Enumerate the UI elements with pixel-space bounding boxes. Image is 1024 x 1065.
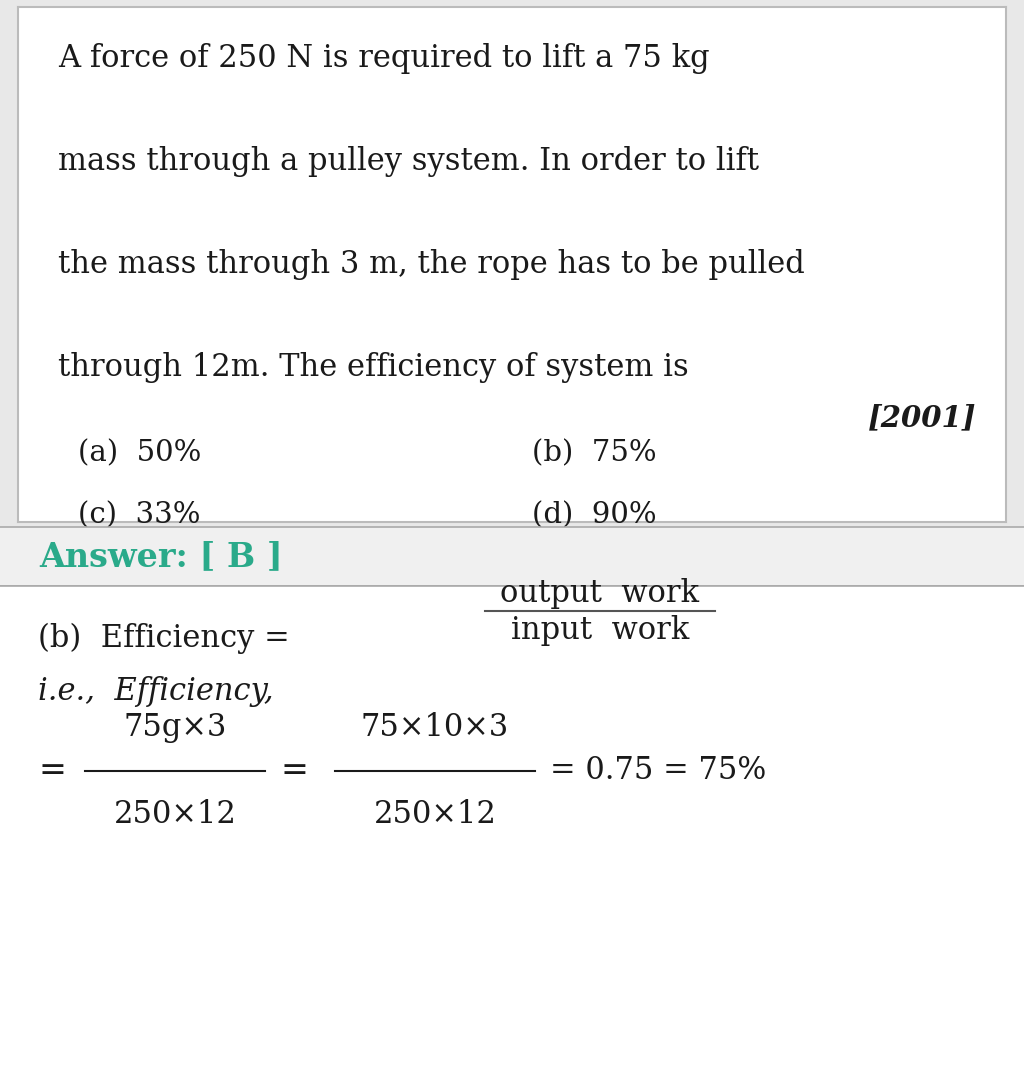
Text: [2001]: [2001] [867, 404, 976, 432]
Text: 75×10×3: 75×10×3 [360, 711, 509, 742]
Text: A force of 250 N is required to lift a 75 kg: A force of 250 N is required to lift a 7… [58, 44, 710, 75]
Text: mass through a pulley system. In order to lift: mass through a pulley system. In order t… [58, 146, 759, 178]
Text: through 12m. The efficiency of system is: through 12m. The efficiency of system is [58, 353, 689, 383]
Text: (b)  75%: (b) 75% [531, 440, 656, 468]
Text: 250×12: 250×12 [374, 799, 497, 830]
Text: Answer: [ B ]: Answer: [ B ] [39, 540, 283, 573]
Text: i.e.,  Efficiency,: i.e., Efficiency, [38, 676, 273, 707]
Text: =: = [280, 755, 308, 787]
Text: =: = [38, 755, 66, 787]
Text: output  work: output work [501, 577, 699, 609]
Text: input  work: input work [511, 615, 689, 645]
Text: 250×12: 250×12 [114, 799, 237, 830]
Text: (d)  90%: (d) 90% [531, 502, 656, 529]
Text: = 0.75 = 75%: = 0.75 = 75% [550, 755, 766, 786]
Text: 75g×3: 75g×3 [123, 711, 226, 742]
Text: (b)  Efficiency =: (b) Efficiency = [38, 623, 290, 654]
Text: the mass through 3 m, the rope has to be pulled: the mass through 3 m, the rope has to be… [58, 249, 805, 280]
Text: (c)  33%: (c) 33% [78, 502, 200, 529]
Text: (a)  50%: (a) 50% [78, 440, 201, 468]
